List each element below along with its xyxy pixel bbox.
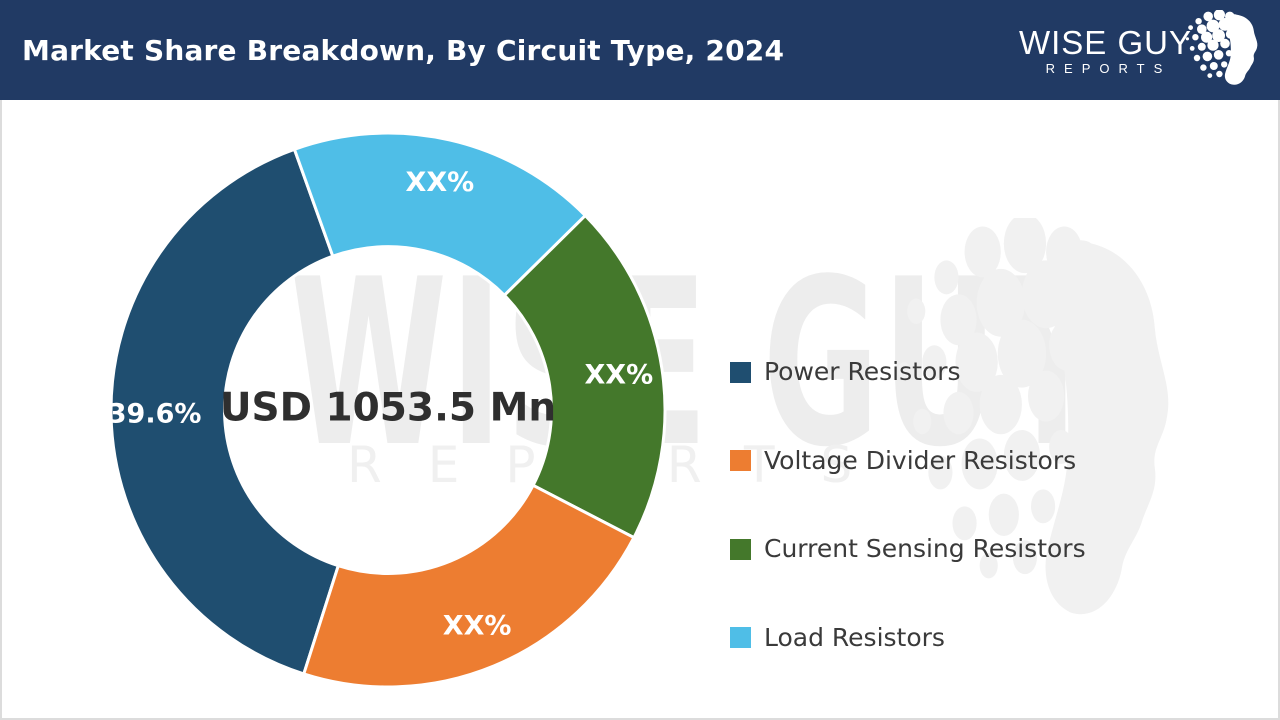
segment-value-label-voltage-divider-resistors: XX% [443,610,512,641]
segment-value-label-current-sensing-resistors: XX% [584,360,653,391]
legend-item-load-resistors: Load Resistors [730,622,1086,655]
legend-item-power-resistors: Power Resistors [730,356,1086,389]
donut-segment-load-resistors [292,131,587,297]
donut-segment-power-resistors [109,147,340,676]
chart-area: WISE GUY REPORTS 39.6%XX%XX%XX% USD 1053… [0,100,1280,720]
brand-wordmark: WISE GUY REPORTS [1019,26,1192,75]
legend-swatch-voltage-divider-resistors [730,450,751,472]
donut-chart: 39.6% XX% XX% XX% [108,131,667,689]
legend-label: Current Sensing Resistors [764,534,1086,563]
brand-subtitle: REPORTS [1045,60,1172,76]
segment-value-label-power-resistors: 39.6% [108,399,202,430]
page-title: Market Share Breakdown, By Circuit Type,… [22,33,785,67]
header: Market Share Breakdown, By Circuit Type,… [0,0,1280,100]
legend-swatch-power-resistors [730,361,751,383]
brand-name: WISE GUY [1018,23,1192,61]
legend-swatch-current-sensing-resistors [730,538,751,560]
chart-center-value: USD 1053.5 Mn [219,385,557,431]
legend-item-current-sensing-resistors: Current Sensing Resistors [730,533,1086,566]
legend-item-voltage-divider-resistors: Voltage Divider Resistors [730,445,1086,478]
chart-legend: Power Resistors Voltage Divider Resistors… [730,356,1086,654]
donut-segment-current-sensing-resistors [502,214,667,540]
brand-logo: WISE GUY REPORTS [1019,10,1262,90]
brand-head-icon [1185,10,1258,85]
legend-swatch-load-resistors [730,627,751,649]
legend-label: Load Resistors [764,622,945,652]
legend-label: Power Resistors [764,357,961,386]
donut-segment-voltage-divider-resistors [302,483,636,689]
segment-value-label-load-resistors: XX% [406,167,475,198]
legend-label: Voltage Divider Resistors [764,445,1077,475]
